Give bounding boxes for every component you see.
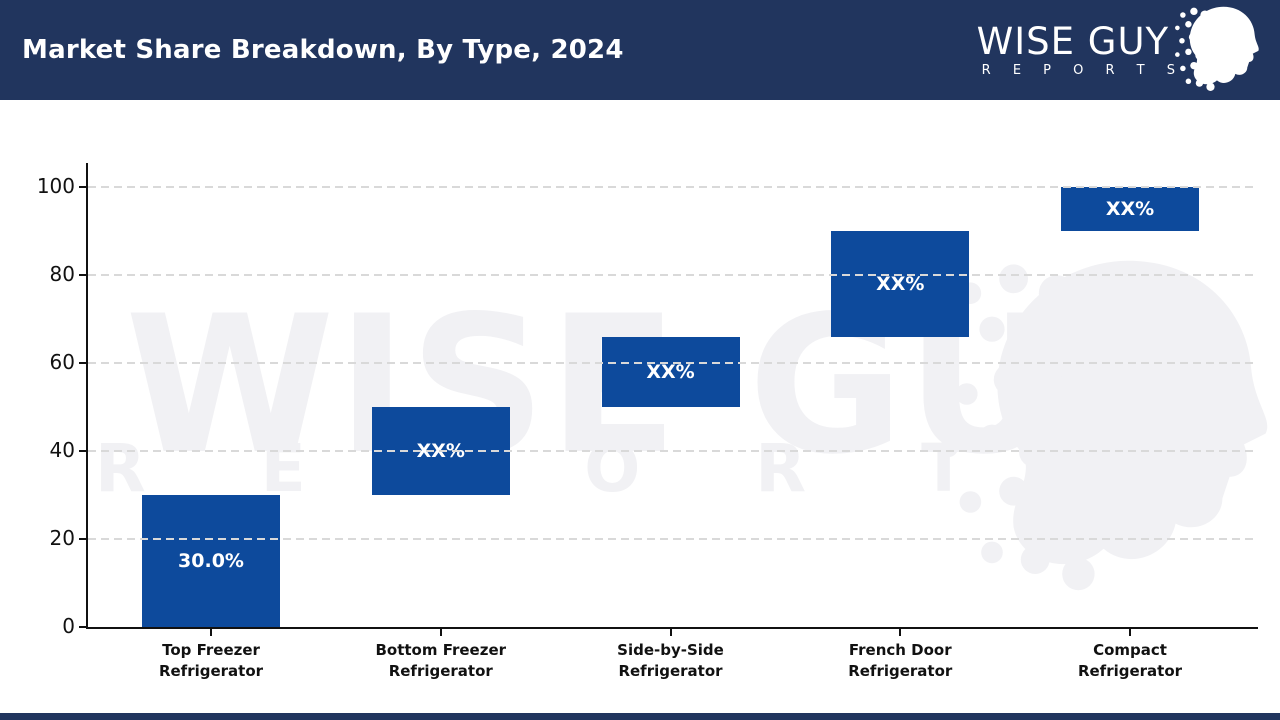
y-tick-mark-80	[79, 274, 87, 276]
y-tick-mark-100	[79, 186, 87, 188]
y-tick-mark-0	[79, 626, 87, 628]
logo-wordmark: WISE GUY	[976, 19, 1170, 63]
logo-text: WISE GUY R E P O R T S	[977, 23, 1184, 78]
bar-value-label-2: XX%	[646, 360, 695, 383]
y-tick-label-20: 20	[49, 526, 75, 550]
face-profile-icon	[1175, 6, 1259, 91]
y-tick-mark-40	[79, 450, 87, 452]
category-label-4: Compact Refrigerator	[1077, 641, 1183, 680]
gridline-100	[88, 186, 1258, 188]
y-tick-mark-60	[79, 362, 87, 364]
y-tick-label-0: 0	[62, 614, 75, 638]
gridline-80	[88, 274, 1258, 276]
y-tick-mark-20	[79, 538, 87, 540]
x-tick-mark-4	[1129, 629, 1131, 636]
header-bar: Market Share Breakdown, By Type, 2024 WI…	[0, 0, 1280, 100]
y-tick-label-40: 40	[49, 438, 75, 462]
x-tick-mark-2	[669, 629, 672, 636]
x-tick-mark-0	[210, 629, 212, 636]
x-tick-mark-3	[899, 629, 902, 636]
y-tick-label-100: 100	[36, 174, 75, 198]
category-label-1: Bottom Freezer Refrigerator	[375, 641, 507, 680]
bar-value-label-3: XX%	[876, 272, 925, 295]
x-tick-mark-1	[439, 629, 442, 636]
x-axis-line	[86, 627, 1258, 629]
category-label-3: French Door Refrigerator	[848, 641, 953, 680]
bar-segment-3: XX%	[831, 231, 970, 337]
footer-strip	[0, 713, 1280, 720]
chart-title: Market Share Breakdown, By Type, 2024	[22, 35, 624, 65]
logo-subtitle: R E P O R T S	[981, 62, 1184, 78]
bar-segment-0: 30.0%	[142, 495, 280, 627]
y-tick-label-60: 60	[49, 350, 75, 374]
y-tick-label-80: 80	[49, 262, 75, 286]
category-label-2: Side-by-Side Refrigerator	[617, 641, 724, 680]
y-axis-line	[86, 163, 88, 629]
wise-guy-reports-logo: WISE GUY R E P O R T S	[977, 4, 1280, 96]
bar-segment-4: XX%	[1061, 187, 1199, 231]
bar-value-label-4: XX%	[1105, 198, 1155, 220]
gridline-40	[88, 450, 1258, 452]
bar-value-label-0: 30.0%	[178, 550, 244, 572]
bar-segment-2: XX%	[601, 336, 740, 407]
gridline-20	[88, 538, 1258, 540]
gridline-60	[88, 362, 1258, 364]
category-label-0: Top Freezer Refrigerator	[158, 641, 264, 680]
